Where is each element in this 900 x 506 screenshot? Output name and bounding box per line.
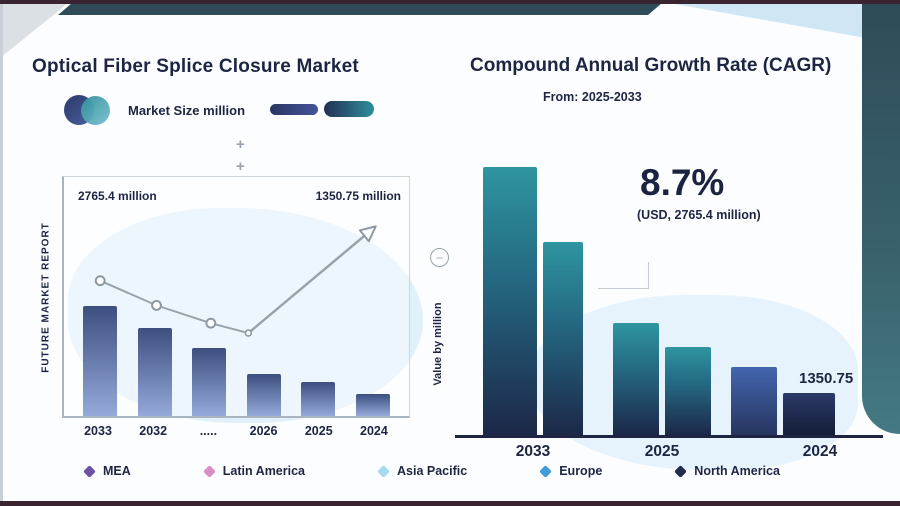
left-border-bar: [0, 0, 3, 506]
chart-max-value-label: 2765.4 million: [78, 189, 157, 203]
right-bar-group-2033: [483, 167, 583, 435]
bottom-border-bar: [0, 501, 900, 506]
left-chart-bar-2032: [137, 328, 172, 416]
right-x-label: 2024: [802, 443, 838, 460]
diamond-icon: [83, 464, 96, 478]
left-bars: [64, 306, 409, 416]
right-chart-title: Compound Annual Growth Rate (CAGR): [470, 55, 832, 76]
left-x-label: 2033: [84, 424, 112, 438]
corner-triangle-decoration: [0, 0, 72, 58]
left-x-label: 2026: [249, 424, 278, 438]
legend-item-north-america: North America: [674, 464, 780, 478]
plus-icon: +: [236, 158, 245, 175]
top-teal-band: [58, 3, 662, 15]
left-x-label: 2024: [360, 424, 388, 438]
left-x-label: .....: [199, 424, 218, 438]
market-size-legend: Market Size million: [64, 95, 245, 125]
right-chart-bar: [483, 167, 537, 435]
legend-item-europe: Europe: [539, 464, 603, 478]
legend-label: Europe: [559, 464, 603, 478]
right-teal-band: [862, 0, 900, 434]
right-chart-bar: [731, 367, 777, 435]
legend-item-latin-america: Latin America: [202, 464, 305, 478]
step-line-decoration: [598, 262, 649, 289]
right-chart-baseline: [455, 435, 883, 438]
minus-circle-icon: −: [430, 248, 449, 267]
left-chart-bar-.....: [192, 348, 227, 416]
chart-min-value-label: 1350.75 million: [315, 189, 401, 203]
left-chart-bar-2026: [246, 374, 281, 416]
right-bar-group-2024: [731, 367, 835, 435]
cagr-chart: 2033 2025 2024 1350.75: [455, 148, 885, 460]
left-chart-bar-2025: [301, 382, 336, 416]
legend-item-asia-pacific: Asia Pacific: [377, 464, 468, 478]
diamond-icon: [674, 464, 688, 478]
footer-legend: MEA Latin America Asia Pacific Europe North …: [83, 464, 780, 478]
market-size-chart: 2765.4 million 1350.75 million: [62, 176, 410, 418]
teal-pill-decoration: [324, 101, 374, 117]
legend-label: Asia Pacific: [397, 464, 468, 478]
legend-item-mea: MEA: [83, 464, 131, 478]
legend-label: MEA: [103, 464, 131, 478]
left-bar-slot: [80, 306, 120, 416]
left-bar-slot: [244, 374, 284, 416]
navy-pill-decoration: [270, 104, 318, 115]
left-chart-title: Optical Fiber Splice Closure Market: [32, 56, 359, 77]
left-y-axis-label: FUTURE MARKET REPORT: [40, 222, 52, 373]
top-border-bar: [0, 0, 900, 4]
right-chart-bar: [783, 393, 835, 435]
left-bar-slot: [353, 394, 393, 416]
legend-label: Latin America: [222, 464, 305, 478]
left-chart-bar-2024: [355, 394, 390, 416]
right-chart-bar: [543, 242, 583, 435]
right-x-label: 2033: [515, 443, 551, 460]
left-bar-slot: [135, 328, 175, 416]
market-size-legend-label: Market Size million: [128, 102, 246, 118]
plus-icon: +: [236, 136, 245, 153]
left-x-labels: 2033 2032..... 2026 2025 2024: [62, 424, 410, 438]
left-x-label: 2025: [304, 424, 333, 438]
market-size-sphere-icon: [64, 95, 116, 125]
right-y-axis-label: Value by million: [432, 302, 444, 386]
left-bar-slot: [189, 348, 229, 416]
diamond-icon: [202, 464, 216, 478]
right-chart-bar: [613, 323, 659, 435]
cagr-detail: (USD, 2765.4 million): [637, 208, 761, 222]
left-bar-slot: [298, 382, 338, 416]
left-chart-bar-2033: [83, 306, 117, 416]
diamond-icon: [377, 464, 390, 478]
cagr-value: 8.7%: [640, 162, 725, 203]
legend-label: North America: [694, 464, 780, 478]
right-x-label: 2025: [644, 443, 680, 460]
right-chart-subtitle: From: 2025-2033: [543, 90, 642, 104]
left-x-label: 2032: [139, 424, 168, 438]
right-bar-group-2025: [613, 323, 711, 435]
diamond-icon: [539, 464, 553, 478]
bar-value-label-2024: 1350.75: [799, 370, 854, 387]
right-chart-bar: [665, 347, 711, 435]
